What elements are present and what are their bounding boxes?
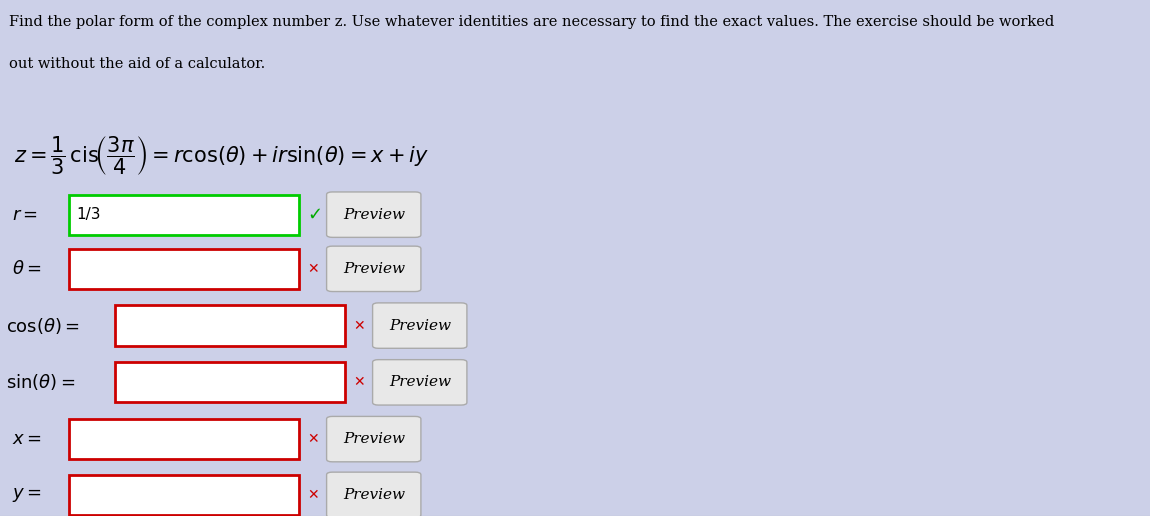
- Text: $\theta =$: $\theta =$: [12, 260, 41, 278]
- Text: 1/3: 1/3: [76, 207, 100, 222]
- Text: ✕: ✕: [353, 375, 365, 390]
- FancyBboxPatch shape: [327, 192, 421, 237]
- FancyBboxPatch shape: [69, 419, 299, 459]
- FancyBboxPatch shape: [69, 195, 299, 235]
- FancyBboxPatch shape: [69, 475, 299, 515]
- FancyBboxPatch shape: [373, 360, 467, 405]
- FancyBboxPatch shape: [327, 246, 421, 292]
- Text: Preview: Preview: [343, 488, 405, 502]
- Text: ✓: ✓: [307, 206, 322, 223]
- FancyBboxPatch shape: [115, 362, 345, 402]
- FancyBboxPatch shape: [115, 305, 345, 346]
- Text: ✕: ✕: [307, 488, 319, 502]
- Text: ✕: ✕: [307, 262, 319, 276]
- Text: out without the aid of a calculator.: out without the aid of a calculator.: [9, 57, 266, 71]
- Text: Preview: Preview: [389, 375, 451, 390]
- Text: Preview: Preview: [343, 207, 405, 222]
- FancyBboxPatch shape: [327, 416, 421, 462]
- FancyBboxPatch shape: [373, 303, 467, 348]
- Text: Find the polar form of the complex number z. Use whatever identities are necessa: Find the polar form of the complex numbe…: [9, 15, 1055, 29]
- FancyBboxPatch shape: [69, 249, 299, 289]
- Text: Preview: Preview: [343, 432, 405, 446]
- Text: $x =$: $x =$: [12, 430, 41, 448]
- Text: $r =$: $r =$: [12, 206, 38, 223]
- Text: ✕: ✕: [353, 318, 365, 333]
- Text: $\sin(\theta) =$: $\sin(\theta) =$: [6, 373, 75, 392]
- Text: $\cos(\theta) =$: $\cos(\theta) =$: [6, 316, 79, 335]
- FancyBboxPatch shape: [327, 472, 421, 516]
- Text: ✕: ✕: [307, 432, 319, 446]
- Text: $z = \dfrac{1}{3}\,\mathrm{cis}\!\left(\dfrac{3\pi}{4}\right) = r\cos(\theta) + : $z = \dfrac{1}{3}\,\mathrm{cis}\!\left(\…: [14, 134, 429, 177]
- Text: Preview: Preview: [389, 318, 451, 333]
- Text: Preview: Preview: [343, 262, 405, 276]
- Text: $y =$: $y =$: [12, 486, 41, 504]
